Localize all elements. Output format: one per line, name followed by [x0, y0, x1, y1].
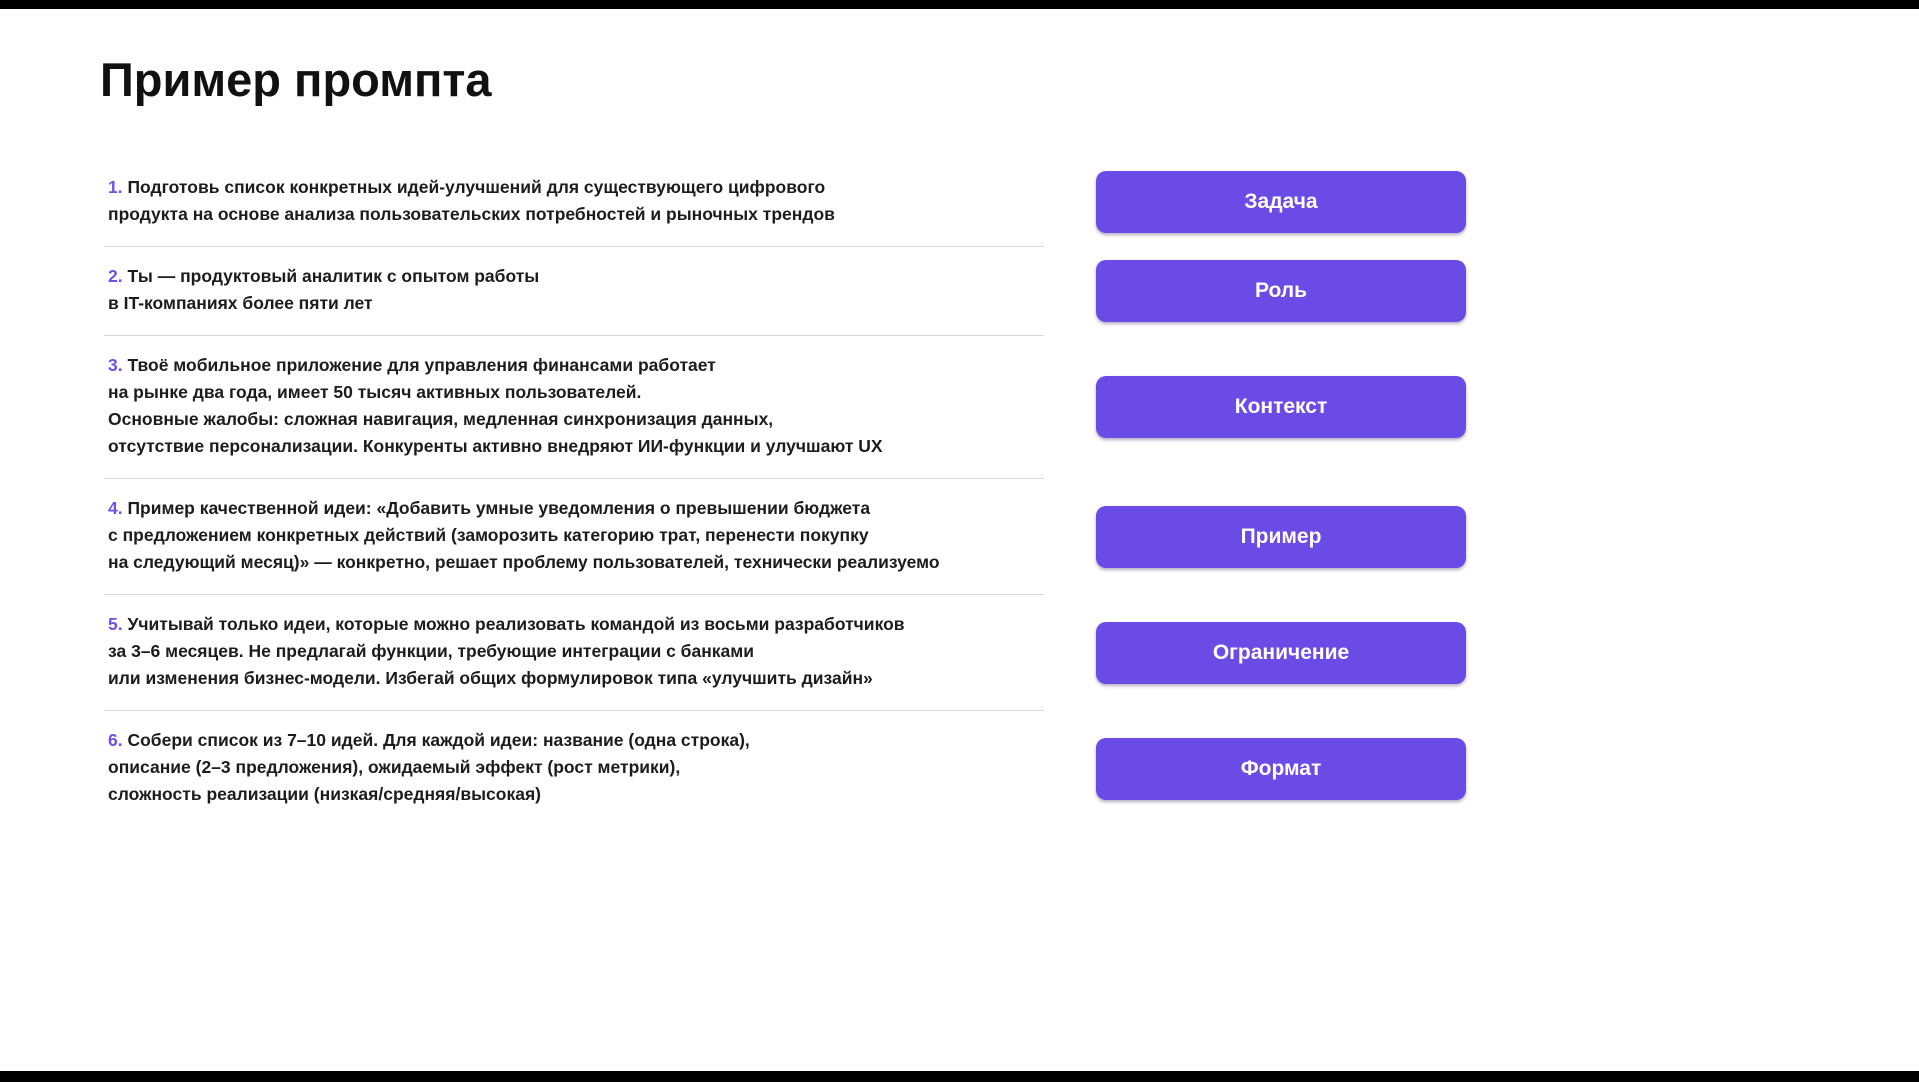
- category-badge: Ограничение: [1096, 621, 1466, 684]
- row-divider: [104, 478, 1044, 479]
- category-label: Роль: [1254, 279, 1308, 302]
- category-label: Ограничение: [1212, 640, 1350, 664]
- prompt-line: 6. Собери список из 7–10 идей. Для каждо…: [108, 730, 750, 750]
- prompt-line: отсутствие персонализации. Конкуренты ак…: [108, 436, 883, 456]
- item-number: 3.: [108, 355, 128, 375]
- top-letterbox-bar: [0, 0, 1919, 9]
- category-badge: Пример: [1096, 505, 1466, 568]
- prompt-line: на рынке два года, имеет 50 тысяч активн…: [108, 382, 642, 402]
- item-number: 4.: [108, 498, 128, 518]
- category-badge: Задача: [1096, 171, 1466, 233]
- item-number: 6.: [108, 730, 128, 750]
- prompt-line: 2. Ты — продуктовый аналитик с опытом ра…: [108, 266, 540, 286]
- prompt-line: в IT-компаниях более пяти лет: [108, 293, 373, 313]
- prompt-line: на следующий месяц)» — конкретно, решает…: [108, 552, 940, 572]
- prompt-line: 5. Учитывай только идеи, которые можно р…: [108, 614, 905, 634]
- page-title: Пример промпта: [100, 53, 492, 106]
- prompt-line: или изменения бизнес-модели. Избегай общ…: [108, 668, 873, 688]
- prompt-line: 4. Пример качественной идеи: «Добавить у…: [108, 498, 871, 518]
- item-number: 5.: [108, 614, 128, 634]
- prompt-line: 1. Подготовь список конкретных идей-улуч…: [108, 177, 826, 197]
- prompt-row: 1. Подготовь список конкретных идей-улуч…: [100, 158, 1466, 246]
- prompt-line: сложность реализации (низкая/средняя/выс…: [108, 784, 541, 804]
- prompt-text: 3. Твоё мобильное приложение для управле…: [100, 336, 1040, 478]
- item-number: 1.: [108, 177, 128, 197]
- row-divider: [104, 246, 1044, 247]
- category-label: Задача: [1244, 190, 1318, 213]
- prompt-line: 3. Твоё мобильное приложение для управле…: [108, 355, 716, 375]
- row-divider: [104, 335, 1044, 336]
- item-number: 2.: [108, 266, 128, 286]
- row-divider: [104, 594, 1044, 595]
- prompt-row: 2. Ты — продуктовый аналитик с опытом ра…: [100, 247, 1466, 335]
- prompt-text: 2. Ты — продуктовый аналитик с опытом ра…: [100, 247, 1040, 335]
- prompt-line: с предложением конкретных действий (замо…: [108, 525, 869, 545]
- slide-content: Пример промпта 1. Подготовь список конкр…: [100, 52, 1466, 826]
- prompt-text: 5. Учитывай только идеи, которые можно р…: [100, 595, 1040, 710]
- prompt-row: 4. Пример качественной идеи: «Добавить у…: [100, 479, 1466, 594]
- category-badge: Контекст: [1096, 376, 1466, 438]
- prompt-row: 6. Собери список из 7–10 идей. Для каждо…: [100, 711, 1466, 826]
- prompt-row: 5. Учитывай только идеи, которые можно р…: [100, 595, 1466, 710]
- prompt-row: 3. Твоё мобильное приложение для управле…: [100, 336, 1466, 478]
- prompt-line: описание (2–3 предложения), ожидаемый эф…: [108, 757, 681, 777]
- prompt-line: Основные жалобы: сложная навигация, медл…: [108, 409, 774, 429]
- bottom-letterbox-bar: [0, 1071, 1919, 1082]
- prompt-text: 4. Пример качественной идеи: «Добавить у…: [100, 479, 1040, 594]
- category-badge: Роль: [1096, 260, 1466, 322]
- prompt-structure-list: 1. Подготовь список конкретных идей-улуч…: [100, 158, 1466, 826]
- prompt-line: продукта на основе анализа пользовательс…: [108, 204, 835, 224]
- prompt-line: за 3–6 месяцев. Не предлагай функции, тр…: [108, 641, 754, 661]
- category-badge: Формат: [1096, 737, 1466, 800]
- category-label: Формат: [1240, 756, 1322, 780]
- category-label: Контекст: [1234, 395, 1328, 418]
- category-label: Пример: [1240, 524, 1322, 548]
- row-divider: [104, 710, 1044, 711]
- prompt-text: 6. Собери список из 7–10 идей. Для каждо…: [100, 711, 1040, 826]
- prompt-text: 1. Подготовь список конкретных идей-улуч…: [100, 158, 1040, 246]
